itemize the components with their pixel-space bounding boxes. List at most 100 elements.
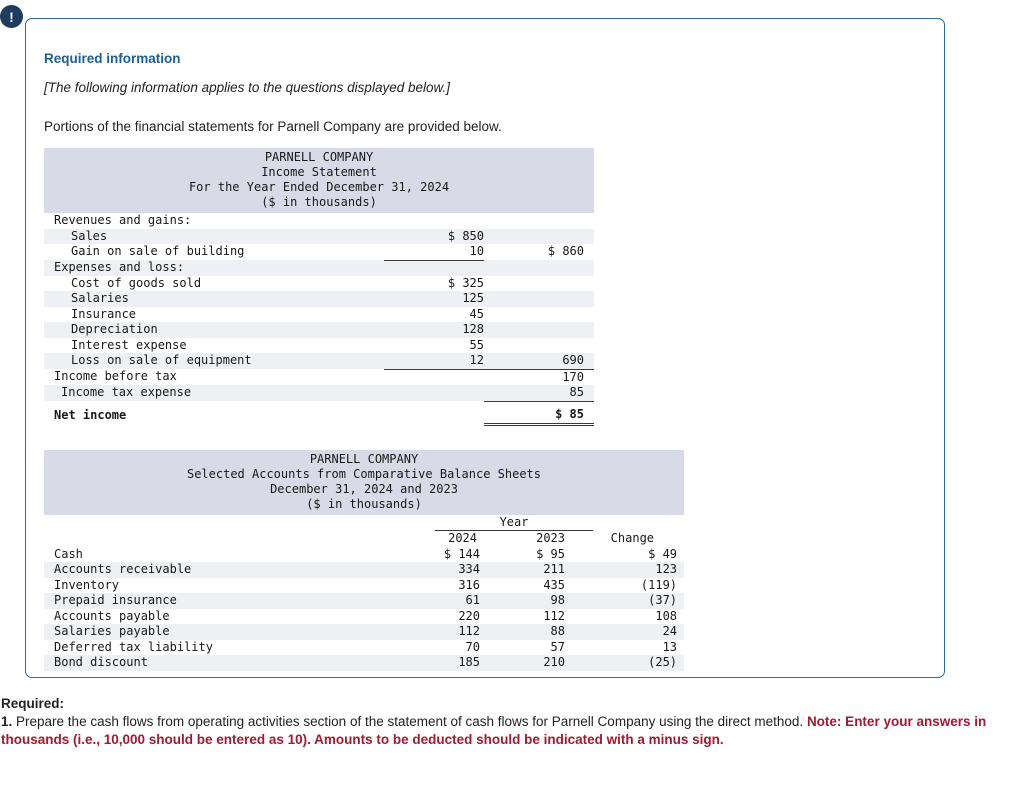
value-change: 108 <box>655 608 678 623</box>
value-col1: 10 <box>384 244 484 261</box>
income-statement-row: Cost of goods sold $ 325 <box>44 276 594 292</box>
row-label: Income tax expense <box>61 385 192 400</box>
company-name: PARNELL COMPANY <box>309 451 419 466</box>
required-information-panel: Required information [The following info… <box>25 18 945 678</box>
value-2024: 316 <box>458 577 480 592</box>
income-statement: PARNELL COMPANY Income Statement For the… <box>44 148 594 426</box>
value-col1: 55 <box>469 337 484 352</box>
row-label: Cash <box>54 546 83 561</box>
value-2024: 220 <box>458 608 480 623</box>
item-number: 1. <box>1 714 13 729</box>
balance-sheet-row: Salaries payable 112 88 24 <box>44 624 685 640</box>
value-col1: 125 <box>462 291 484 305</box>
units-note: ($ in thousands) <box>306 496 422 511</box>
alert-icon-glyph: ! <box>9 8 14 25</box>
required-section: Required: 1. Prepare the cash flows from… <box>1 695 1009 749</box>
value-2023: 210 <box>543 655 565 669</box>
income-statement-row: Expenses and loss: <box>44 260 594 276</box>
balance-sheet-row: Prepaid insurance 61 98 (37) <box>44 593 685 609</box>
income-statement-row: Revenues and gains: <box>44 213 594 229</box>
statement-title: Income Statement <box>261 165 377 179</box>
balance-sheet: PARNELL COMPANY Selected Accounts from C… <box>44 449 685 671</box>
applies-note: [The following information applies to th… <box>44 80 450 95</box>
row-label: Loss on sale of equipment <box>71 353 252 368</box>
item-text: Prepare the cash flows from operating ac… <box>16 714 804 729</box>
value-2024: 61 <box>465 593 480 607</box>
income-statement-header: PARNELL COMPANY Income Statement For the… <box>44 148 594 213</box>
value-col1: 45 <box>469 306 484 321</box>
balance-sheet-row: Cash $ 144 $ 95 $ 49 <box>44 547 684 563</box>
row-label: Bond discount <box>54 655 148 669</box>
balance-sheet-row: Deferred tax liability 70 57 13 <box>44 640 684 656</box>
value-col1: 128 <box>462 322 484 336</box>
row-label: Prepaid insurance <box>54 593 177 607</box>
value-col1 <box>384 385 484 401</box>
income-statement-row: Loss on sale of equipment 12 690 <box>44 353 594 370</box>
row-label: Inventory <box>54 577 120 592</box>
value-change: 123 <box>655 562 678 576</box>
value-col2 <box>484 322 594 338</box>
value-2023: 98 <box>550 593 565 607</box>
balance-sheet-header: PARNELL COMPANY Selected Accounts from C… <box>44 449 684 515</box>
value-col2: 690 <box>484 353 594 370</box>
value-change: (119) <box>640 577 678 592</box>
row-label: Revenues and gains: <box>54 213 192 227</box>
value-2023: 435 <box>543 577 565 592</box>
value-col2 <box>484 260 594 276</box>
year-group-label: Year <box>435 515 594 531</box>
income-statement-row: Depreciation 128 <box>44 322 594 338</box>
value-2023: 88 <box>550 624 565 638</box>
row-label: Expenses and loss: <box>54 260 185 274</box>
value-change: (25) <box>648 655 678 669</box>
value-col2: $ 85 <box>484 407 594 426</box>
value-change: 24 <box>662 624 678 638</box>
statement-title: Selected Accounts from Comparative Balan… <box>186 466 541 481</box>
income-statement-table: Revenues and gains: Sales $ 850 Gain on … <box>44 213 594 426</box>
company-name: PARNELL COMPANY <box>264 150 374 164</box>
row-label: Cost of goods sold <box>71 275 202 290</box>
value-col1: $ 850 <box>447 228 484 243</box>
value-2024: 70 <box>465 639 480 654</box>
income-statement-row: Sales $ 850 <box>44 228 594 244</box>
income-statement-row: Net income $ 85 <box>44 407 594 426</box>
value-col2 <box>484 307 594 323</box>
year-group-row: Year <box>44 515 684 531</box>
income-statement-row: Income tax expense 85 <box>44 385 594 402</box>
row-label: Gain on sale of building <box>71 244 245 259</box>
intro-text: Portions of the financial statements for… <box>44 119 502 134</box>
value-col2: $ 860 <box>547 244 584 259</box>
value-2024: 112 <box>458 624 480 638</box>
balance-sheet-row: Inventory 316 435 (119) <box>44 578 684 594</box>
column-header-row: 2024 2023 Change <box>44 531 684 547</box>
row-label: Sales <box>71 228 108 243</box>
value-col1 <box>384 260 484 276</box>
value-col1: $ 325 <box>447 275 484 290</box>
value-2023: 211 <box>543 562 565 576</box>
row-label: Depreciation <box>71 322 158 336</box>
row-label: Net income <box>54 407 127 422</box>
value-2024: 334 <box>458 562 480 576</box>
value-2023: 112 <box>543 608 565 623</box>
required-label: Required: <box>1 696 65 711</box>
value-col2: 85 <box>484 385 594 402</box>
value-2023: $ 95 <box>536 546 565 561</box>
value-col2 <box>484 276 594 292</box>
statement-period: For the Year Ended December 31, 2024 <box>188 180 450 194</box>
row-label: Insurance <box>71 306 137 321</box>
value-col1: 12 <box>384 353 484 370</box>
value-col2 <box>484 338 594 354</box>
row-label: Interest expense <box>71 337 187 352</box>
requirement-item: 1. Prepare the cash flows from operating… <box>1 713 1009 749</box>
balance-sheet-row: Accounts receivable 334 211 123 <box>44 562 685 578</box>
row-label: Deferred tax liability <box>54 639 213 654</box>
row-label: Salaries payable <box>54 624 170 638</box>
alert-icon: ! <box>0 5 23 28</box>
balance-sheet-table: Year 2024 2023 Change Cash $ 144 $ 95 $ … <box>44 515 685 671</box>
value-change: 13 <box>662 639 678 654</box>
required-information-title: Required information <box>44 51 181 66</box>
value-2024: $ 144 <box>443 546 480 561</box>
row-label: Salaries <box>71 291 129 305</box>
units-note: ($ in thousands) <box>261 195 377 209</box>
value-change: $ 49 <box>648 546 678 561</box>
column-header-2024: 2024 <box>448 531 477 545</box>
